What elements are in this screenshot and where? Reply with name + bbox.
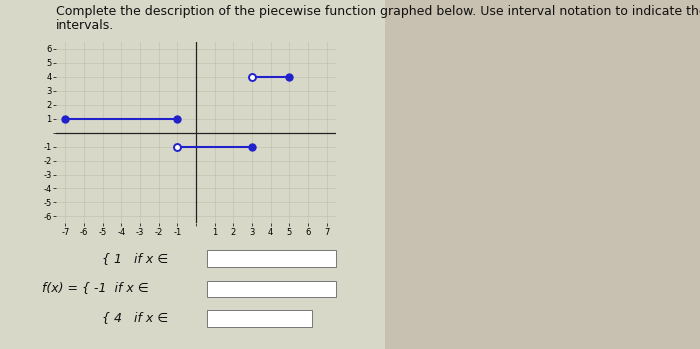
Text: f(x) = { -1  if x ∈: f(x) = { -1 if x ∈ <box>42 281 148 295</box>
Text: Complete the description of the piecewise function graphed below. Use interval n: Complete the description of the piecewis… <box>56 5 700 18</box>
Text: { 1   if x ∈: { 1 if x ∈ <box>102 252 167 265</box>
Text: intervals.: intervals. <box>56 19 114 32</box>
Text: { 4   if x ∈: { 4 if x ∈ <box>102 311 167 324</box>
